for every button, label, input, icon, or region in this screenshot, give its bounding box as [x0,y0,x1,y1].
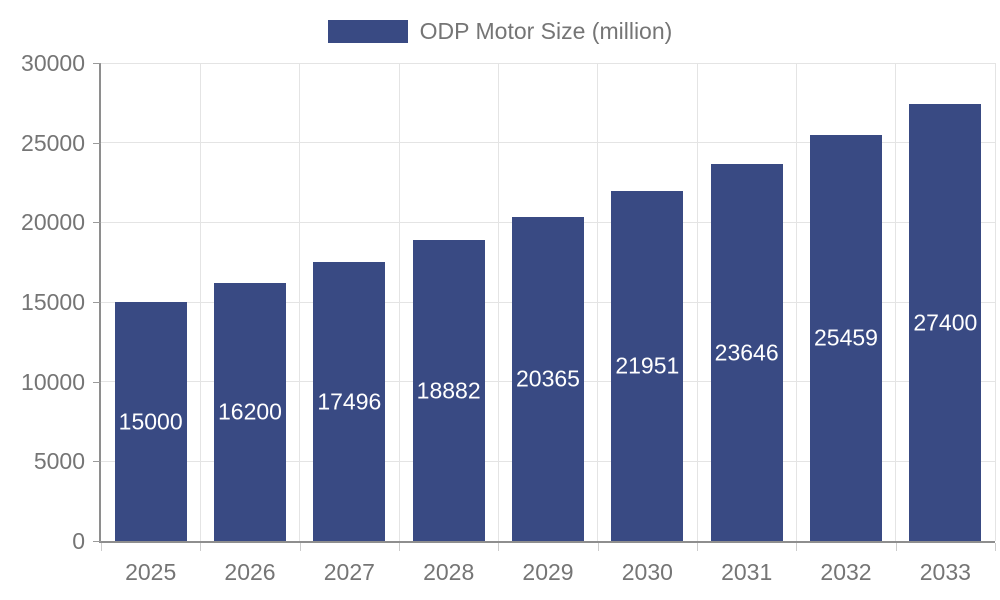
bar [313,262,386,541]
bar [412,240,485,541]
x-tick-label: 2027 [323,559,375,585]
x-gridline [597,63,599,541]
y-tick-label: 25000 [21,129,85,156]
bar-value-label: 15000 [118,408,183,434]
x-gridline [994,63,996,541]
bar-value-label: 20365 [516,365,580,392]
y-tick-label: 20000 [21,209,85,236]
x-tick-label: 2029 [522,559,574,585]
bar-value-label: 25459 [814,324,878,351]
x-gridline [895,63,897,541]
y-tick-mark [93,142,101,144]
x-tick-mark [101,543,102,551]
y-tick-label: 30000 [21,50,85,76]
y-tick-label: 15000 [21,289,85,315]
bar-value-label: 17496 [317,388,382,415]
x-tick-mark [597,543,599,551]
y-tick-label: 0 [72,528,85,554]
x-gridline [199,63,201,541]
x-tick-mark [697,543,698,551]
x-tick-label: 2033 [919,559,971,585]
x-gridline [795,63,797,541]
legend: ODP Motor Size (million) [0,18,1000,45]
x-tick-label: 2028 [423,559,475,585]
x-gridline [398,63,400,541]
bar [512,216,584,541]
x-tick-label: 2025 [125,559,177,585]
y-gridline [101,62,995,64]
x-gridline [299,63,301,541]
bar-value-label: 16200 [218,398,282,425]
x-tick-label: 2031 [721,559,773,585]
x-axis-line [99,541,995,543]
bar [710,164,783,541]
y-gridline [101,142,995,144]
bar [611,191,684,541]
y-tick-mark [93,302,101,303]
x-tick-mark [200,543,202,551]
x-tick-label: 2032 [820,559,872,585]
x-tick-mark [796,543,798,551]
bar [909,104,982,541]
x-tick-label: 2030 [621,559,673,585]
y-tick-mark [93,222,101,224]
y-tick-label: 10000 [21,368,85,395]
bar-value-label: 23646 [714,339,779,366]
x-tick-mark [399,543,400,551]
y-tick-mark [93,63,101,64]
y-tick-mark [93,541,101,542]
bar-value-label: 21951 [615,352,680,379]
y-tick-label: 5000 [33,448,85,475]
bar-value-label: 18882 [416,377,481,404]
x-gridline [696,63,698,541]
plot-area: 15000 16200 17496 18882 20365 21951 23646 25459… [101,62,996,541]
y-tick-mark [93,461,101,463]
bar [810,135,882,541]
bar-value-label: 27400 [913,309,978,336]
x-tick-label: 2026 [224,559,276,585]
x-gridline [497,63,499,541]
x-tick-mark [995,543,996,551]
bar [114,302,187,541]
x-tick-mark [895,543,897,551]
legend-label: ODP Motor Size (million) [419,18,673,44]
y-tick-mark [93,381,101,383]
x-tick-mark [498,543,500,551]
x-tick-mark [299,543,301,551]
legend-swatch [327,20,408,43]
bar [214,282,286,541]
